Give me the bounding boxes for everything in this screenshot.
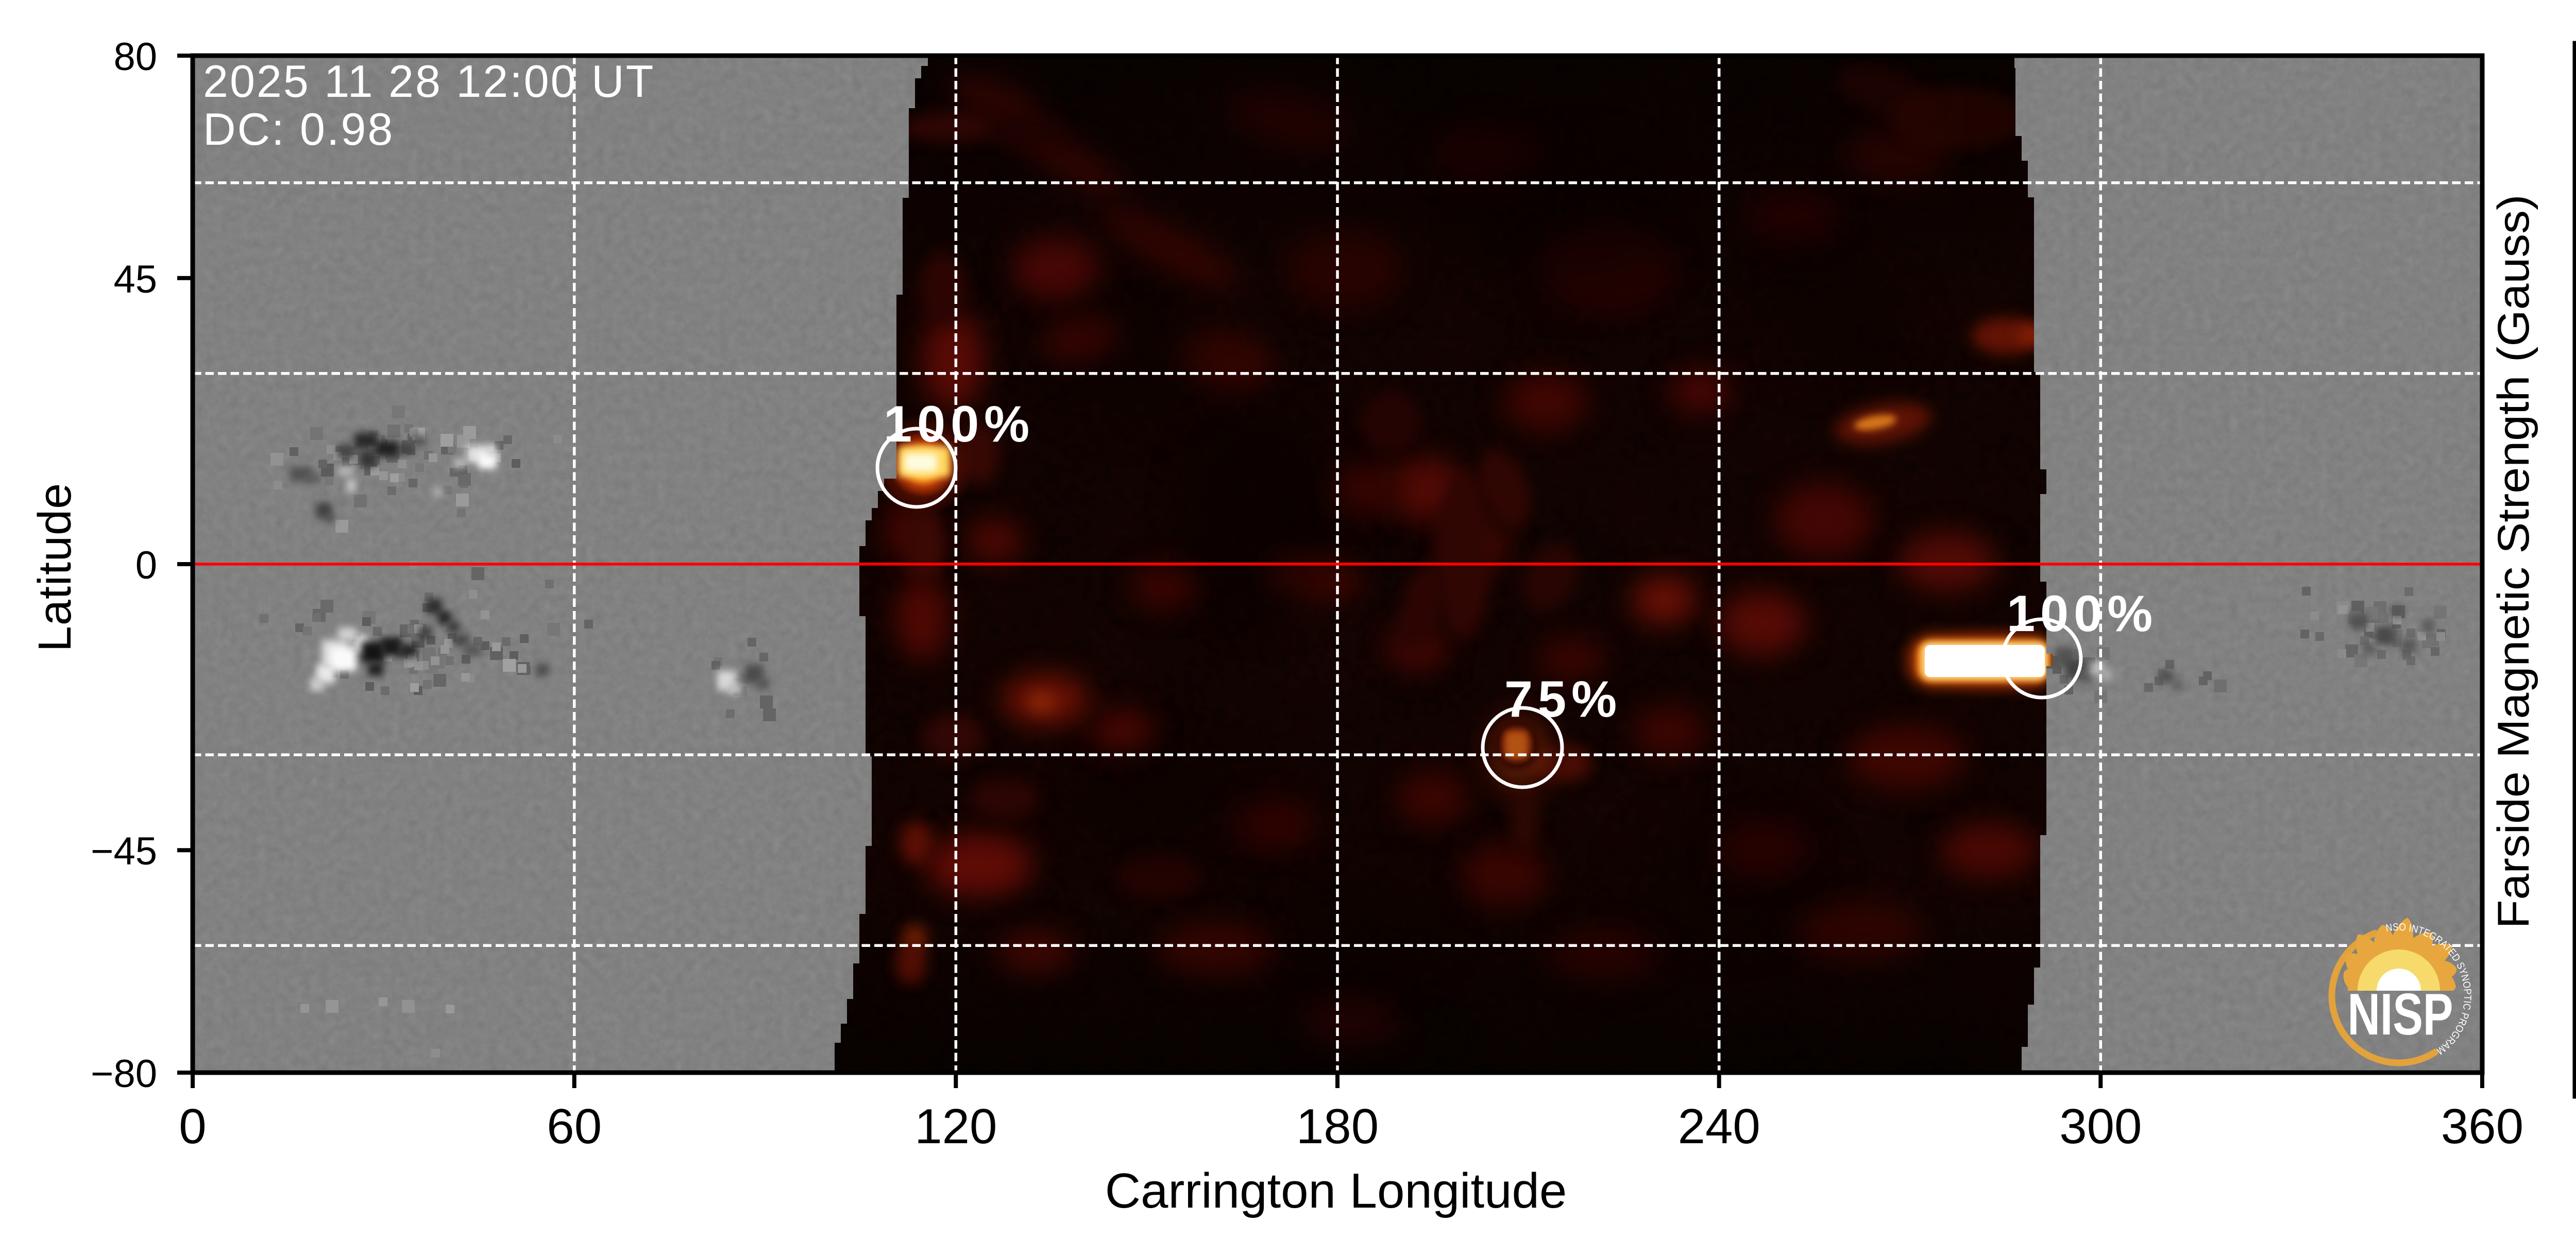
svg-text:120: 120 [914, 1099, 997, 1154]
svg-text:NISP: NISP [2348, 982, 2453, 1047]
svg-text:2025 11 28 12:00 UT: 2025 11 28 12:00 UT [203, 56, 655, 107]
svg-text:Carrington Longitude: Carrington Longitude [1105, 1163, 1567, 1218]
svg-text:DC: 0.98: DC: 0.98 [203, 104, 394, 155]
svg-text:100%: 100% [884, 395, 1035, 452]
svg-text:0: 0 [135, 544, 157, 587]
svg-text:−45: −45 [91, 829, 157, 873]
svg-text:80: 80 [113, 35, 157, 79]
svg-text:Farside Magnetic Strength (Gau: Farside Magnetic Strength (Gauss) [2489, 195, 2538, 929]
svg-text:180: 180 [1296, 1099, 1379, 1154]
svg-text:45: 45 [113, 258, 157, 301]
svg-text:360: 360 [2441, 1099, 2523, 1154]
svg-text:60: 60 [547, 1099, 602, 1154]
svg-text:0: 0 [179, 1099, 206, 1154]
svg-text:−80: −80 [91, 1052, 157, 1096]
svg-text:75%: 75% [1504, 670, 1622, 727]
svg-text:300: 300 [2059, 1099, 2142, 1154]
svg-text:240: 240 [1678, 1099, 1760, 1154]
svg-text:100%: 100% [2007, 585, 2158, 642]
svg-text:Latitude: Latitude [29, 483, 81, 652]
